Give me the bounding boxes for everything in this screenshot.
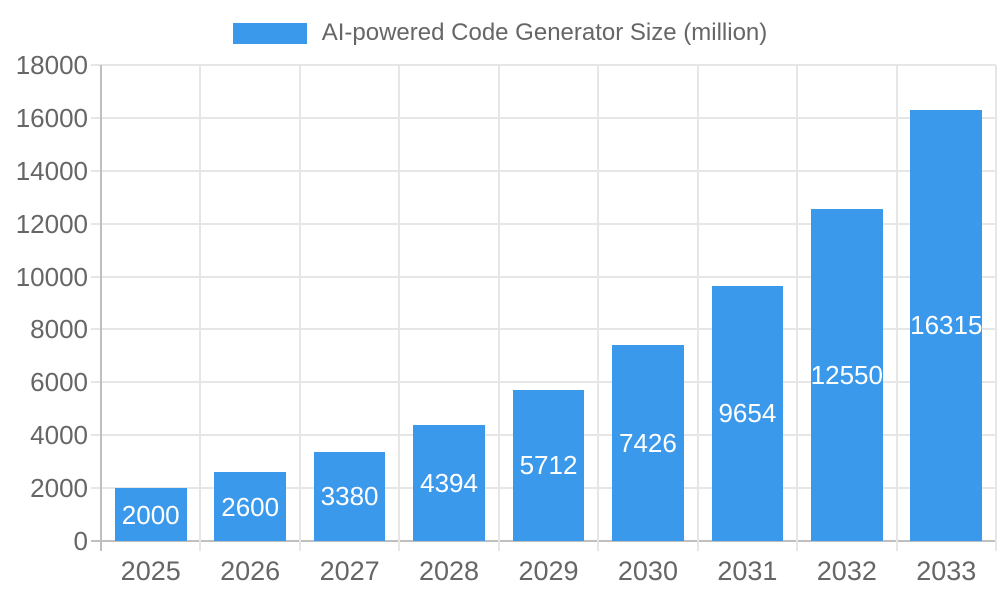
y-axis-line	[100, 65, 102, 541]
x-grid-line	[895, 65, 898, 541]
y-tick	[91, 328, 101, 331]
y-tick	[91, 116, 101, 119]
bar-value-label: 16315	[910, 310, 983, 341]
y-axis-label: 18000	[15, 50, 88, 80]
x-axis-label: 2030	[617, 556, 678, 586]
x-axis-label: 2029	[518, 556, 579, 586]
x-tick	[100, 541, 102, 551]
bar-value-label: 4394	[420, 467, 478, 498]
y-tick	[91, 540, 101, 542]
x-tick	[298, 541, 301, 551]
x-grid-line	[597, 65, 600, 541]
x-axis-label: 2025	[120, 556, 181, 586]
y-axis-label: 6000	[30, 367, 88, 398]
x-axis-label: 2033	[916, 556, 977, 586]
x-tick	[696, 541, 699, 551]
x-axis-label: 2028	[419, 556, 480, 586]
y-tick	[91, 381, 101, 384]
y-tick	[91, 434, 101, 437]
legend-label[interactable]: AI-powered Code Generator Size (million)	[321, 19, 768, 46]
x-axis-label: 2026	[220, 556, 281, 586]
bar-value-label: 3380	[320, 481, 379, 512]
y-grid-line	[101, 64, 996, 66]
y-axis-label: 12000	[15, 208, 88, 239]
legend[interactable]: AI-powered Code Generator Size (million)	[0, 18, 1000, 48]
bar-2030[interactable]: 7426	[612, 344, 684, 541]
bar-2031[interactable]: 9654	[711, 285, 784, 541]
bar-2027[interactable]: 3380	[313, 451, 386, 541]
y-tick	[91, 275, 101, 278]
x-grid-line	[398, 65, 401, 541]
bar-value-label: 5712	[519, 450, 578, 481]
y-axis-label: 0	[73, 526, 88, 556]
y-axis-label: 2000	[30, 473, 88, 504]
x-axis-line	[101, 540, 996, 542]
bar-value-label: 2600	[221, 491, 280, 522]
y-tick	[91, 169, 101, 172]
x-axis-label: 2032	[816, 556, 877, 586]
x-tick	[497, 541, 500, 551]
x-grid-line	[497, 65, 500, 541]
y-grid-line	[101, 275, 996, 278]
y-axis-label: 16000	[15, 102, 88, 133]
bar-value-label: 7426	[619, 427, 677, 458]
x-grid-line	[796, 65, 799, 541]
x-tick	[398, 541, 401, 551]
bar-value-label: 12550	[810, 360, 883, 391]
bar-2025[interactable]: 2000	[114, 488, 187, 541]
y-grid-line	[101, 328, 996, 331]
y-grid-line	[101, 116, 996, 119]
plot-area: 2000 2600 3380 4394 5712 7426 9654 12550 16315	[91, 64, 997, 551]
x-tick	[199, 541, 202, 551]
bar-value-label: 9654	[718, 398, 777, 429]
x-tick	[895, 541, 898, 551]
y-axis-label: 4000	[30, 420, 88, 451]
bar-value-label: 2000	[121, 499, 180, 530]
y-tick	[91, 222, 101, 225]
x-axis-label: 2027	[319, 556, 380, 586]
x-tick	[796, 541, 799, 551]
x-grid-line	[995, 65, 997, 541]
y-axis-label: 8000	[30, 314, 88, 345]
x-tick	[995, 541, 997, 551]
x-grid-line	[298, 65, 301, 541]
y-tick	[91, 487, 101, 490]
bar-2029[interactable]: 5712	[512, 389, 585, 541]
bar-2033[interactable]: 16315	[910, 109, 983, 541]
bar-2032[interactable]: 12550	[811, 209, 883, 541]
x-tick	[597, 541, 600, 551]
y-axis-label: 14000	[15, 155, 88, 186]
bar-2026[interactable]: 2600	[214, 472, 286, 541]
y-tick	[91, 64, 101, 66]
x-grid-line	[696, 65, 699, 541]
y-grid-line	[101, 169, 996, 172]
legend-swatch[interactable]	[232, 22, 307, 44]
y-grid-line	[101, 381, 996, 384]
y-grid-line	[101, 222, 996, 225]
x-axis-label: 2031	[717, 556, 778, 586]
bar-2028[interactable]: 4394	[413, 424, 485, 541]
x-grid-line	[199, 65, 202, 541]
y-axis-label: 10000	[15, 261, 88, 292]
